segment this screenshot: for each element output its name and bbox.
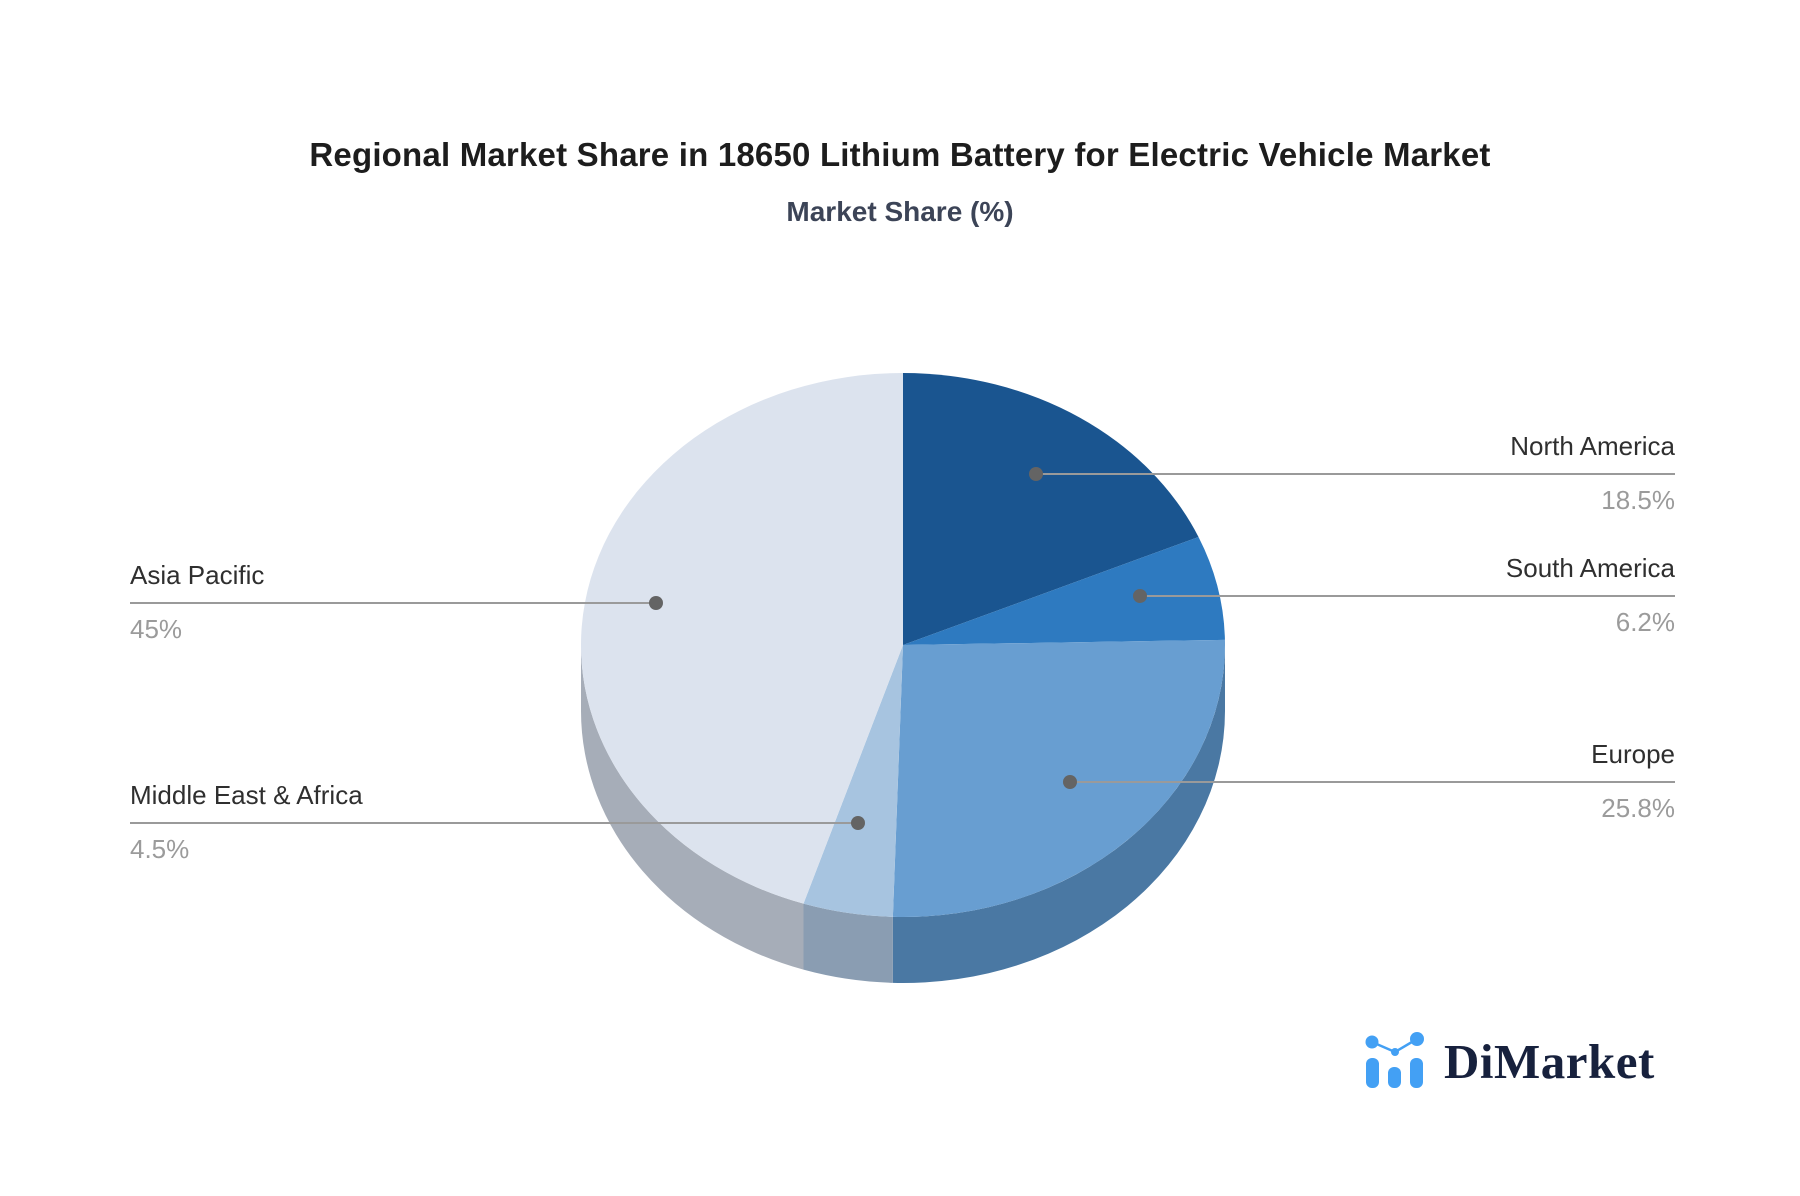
- leader-dot-asia-pacific: [649, 596, 663, 610]
- pie-value-south-america: 6.2%: [1615, 607, 1675, 637]
- logo-dot-left: [1365, 1035, 1379, 1049]
- leader-dot-europe: [1063, 775, 1077, 789]
- logo-bar-2: [1388, 1067, 1401, 1088]
- bar-chart-icon: [1365, 1032, 1424, 1088]
- chart-subtitle: Market Share (%): [786, 196, 1014, 227]
- chart-title: Regional Market Share in 18650 Lithium B…: [309, 136, 1491, 173]
- leader-dot-south-america: [1133, 589, 1147, 603]
- leader-dot-middle-east-africa: [851, 816, 865, 830]
- pie-value-north-america: 18.5%: [1601, 485, 1675, 515]
- pie-slice-south-america[interactable]: [903, 536, 1225, 645]
- pie-slice-side-europe: [892, 645, 1225, 983]
- logo-text: DiMarket: [1444, 1033, 1655, 1089]
- pie-slice-middle-east-africa[interactable]: [803, 645, 903, 917]
- pie-value-asia-pacific: 45%: [130, 614, 183, 644]
- leader-dot-north-america: [1029, 467, 1043, 481]
- pie-slice-side-asia-pacific: [581, 645, 804, 970]
- logo-bar-3: [1410, 1058, 1423, 1088]
- pie-slice-asia-pacific[interactable]: [581, 373, 903, 904]
- logo-bar-1: [1366, 1058, 1379, 1088]
- pie-label-middle-east-africa: Middle East & Africa: [130, 780, 363, 811]
- pie-slice-north-america[interactable]: [903, 373, 1199, 645]
- pie-label-asia-pacific: Asia Pacific: [130, 560, 265, 591]
- pie-label-south-america: South America: [1505, 553, 1675, 584]
- pie-slices: [581, 373, 1225, 917]
- logo-dot-right: [1410, 1032, 1424, 1046]
- pie-value-europe: 25.8%: [1601, 793, 1675, 823]
- pie-value-middle-east-africa: 4.5%: [130, 834, 190, 864]
- pie-label-north-america: North America: [1510, 431, 1675, 462]
- dimarket-logo: DiMarket: [1362, 1022, 1655, 1100]
- logo-dot-mid: [1391, 1048, 1399, 1056]
- pie-label-europe: Europe: [1591, 739, 1675, 770]
- pie-slice-europe[interactable]: [892, 639, 1225, 917]
- pie-3d-sides: [581, 645, 1225, 983]
- pie-slice-side-middle-east-africa: [803, 903, 893, 983]
- pie-leader-lines: [130, 467, 1675, 830]
